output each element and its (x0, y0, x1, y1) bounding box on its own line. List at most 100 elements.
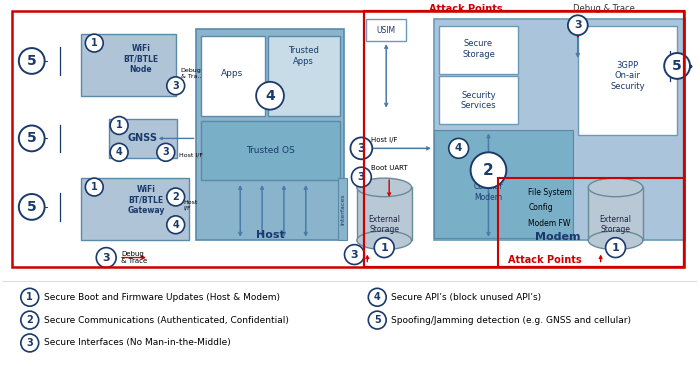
Circle shape (351, 167, 371, 187)
Text: 3: 3 (162, 147, 169, 157)
Circle shape (470, 152, 506, 188)
Circle shape (351, 137, 372, 159)
Text: Secure Boot and Firmware Updates (Host & Modem): Secure Boot and Firmware Updates (Host &… (43, 293, 279, 302)
Ellipse shape (588, 231, 643, 250)
Text: 1: 1 (116, 121, 122, 131)
Text: USIM: USIM (377, 26, 395, 35)
Circle shape (19, 194, 45, 220)
Bar (109, 119, 176, 158)
Text: Debug
& Trace: Debug & Trace (121, 251, 147, 264)
Circle shape (344, 245, 364, 264)
Text: Debug
& Tra..: Debug & Tra.. (181, 69, 202, 79)
Bar (200, 121, 340, 180)
Text: 2: 2 (172, 192, 179, 202)
Bar (366, 19, 406, 41)
Text: 3: 3 (574, 20, 582, 30)
Text: 1: 1 (380, 243, 388, 253)
Text: Boot UART: Boot UART (371, 165, 408, 171)
Text: Host
I/F: Host I/F (183, 200, 198, 210)
Circle shape (256, 82, 284, 110)
Bar (268, 36, 340, 115)
Circle shape (374, 238, 394, 257)
Text: Apps: Apps (221, 69, 244, 78)
Text: Secure Interfaces (No Man-in-the-Middle): Secure Interfaces (No Man-in-the-Middle) (43, 339, 230, 347)
Text: Host I/F: Host I/F (178, 153, 203, 158)
Text: 3: 3 (172, 81, 179, 91)
Bar (434, 19, 685, 240)
Bar (364, 11, 684, 268)
Bar (439, 26, 518, 74)
Text: 5: 5 (374, 315, 381, 325)
Circle shape (368, 311, 386, 329)
Circle shape (21, 311, 38, 329)
Text: Config: Config (528, 204, 553, 213)
Circle shape (97, 248, 116, 268)
Text: 5: 5 (27, 54, 36, 68)
Bar (439, 76, 518, 124)
Text: Secure Communications (Authenticated, Confidential): Secure Communications (Authenticated, Co… (43, 316, 288, 324)
Text: Modem: Modem (536, 232, 581, 242)
Text: File System: File System (528, 188, 572, 197)
Text: 1: 1 (91, 38, 98, 48)
Text: 1: 1 (612, 243, 620, 253)
Text: Debug & Trace: Debug & Trace (573, 4, 635, 13)
Ellipse shape (357, 231, 412, 250)
Circle shape (368, 288, 386, 306)
Circle shape (21, 288, 38, 306)
Circle shape (19, 126, 45, 151)
Circle shape (449, 138, 468, 158)
Circle shape (167, 188, 185, 206)
Circle shape (157, 144, 175, 161)
Text: 4: 4 (172, 220, 179, 230)
Text: WiFi
BT/BTLE
Gateway: WiFi BT/BTLE Gateway (127, 185, 164, 215)
Text: Modem FW: Modem FW (528, 219, 570, 228)
Ellipse shape (588, 178, 643, 197)
Text: 4: 4 (116, 147, 122, 157)
Text: Interfaces: Interfaces (340, 193, 345, 225)
Text: GNSS: GNSS (128, 133, 158, 144)
Text: 3GPP
On-air
Security: 3GPP On-air Security (610, 61, 645, 91)
Circle shape (19, 48, 45, 74)
Text: Host I/F: Host I/F (371, 137, 398, 144)
Circle shape (85, 34, 103, 52)
Text: Trusted
Apps: Trusted Apps (288, 46, 319, 66)
Circle shape (110, 144, 128, 161)
Text: Trusted OS: Trusted OS (246, 146, 295, 155)
Ellipse shape (357, 178, 412, 197)
Text: Secure API’s (block unused API’s): Secure API’s (block unused API’s) (391, 293, 541, 302)
Text: 2: 2 (27, 315, 33, 325)
Text: Security
Services: Security Services (461, 91, 496, 110)
Circle shape (568, 15, 588, 35)
Circle shape (110, 117, 128, 135)
Text: 4: 4 (374, 292, 381, 302)
Text: 2: 2 (483, 163, 493, 178)
Text: 4: 4 (455, 144, 463, 153)
Text: 3: 3 (358, 172, 365, 182)
Circle shape (167, 77, 185, 95)
Bar (578, 26, 677, 135)
Bar (434, 131, 573, 238)
Text: 4: 4 (265, 89, 275, 103)
Circle shape (167, 216, 185, 234)
Bar (12, 11, 684, 268)
Bar (588, 188, 643, 240)
Text: 5: 5 (672, 59, 682, 73)
Text: 5: 5 (27, 200, 36, 214)
Bar (81, 178, 188, 240)
Circle shape (606, 238, 626, 257)
Bar (498, 178, 684, 268)
Circle shape (85, 178, 103, 196)
Bar (337, 178, 347, 240)
Bar (357, 188, 412, 240)
Text: Attack Points: Attack Points (508, 255, 582, 264)
Text: External
Storage: External Storage (599, 215, 631, 234)
Text: 1: 1 (91, 182, 98, 192)
Text: Spoofing/Jamming detection (e.g. GNSS and cellular): Spoofing/Jamming detection (e.g. GNSS an… (391, 316, 631, 324)
Bar (195, 29, 344, 240)
Text: Secure
Storage: Secure Storage (462, 39, 495, 59)
Text: Host: Host (256, 230, 284, 240)
Circle shape (21, 334, 38, 352)
Text: Cellular
Modem: Cellular Modem (474, 182, 503, 202)
Text: 3: 3 (27, 338, 33, 348)
Text: Attack Points: Attack Points (429, 4, 503, 14)
